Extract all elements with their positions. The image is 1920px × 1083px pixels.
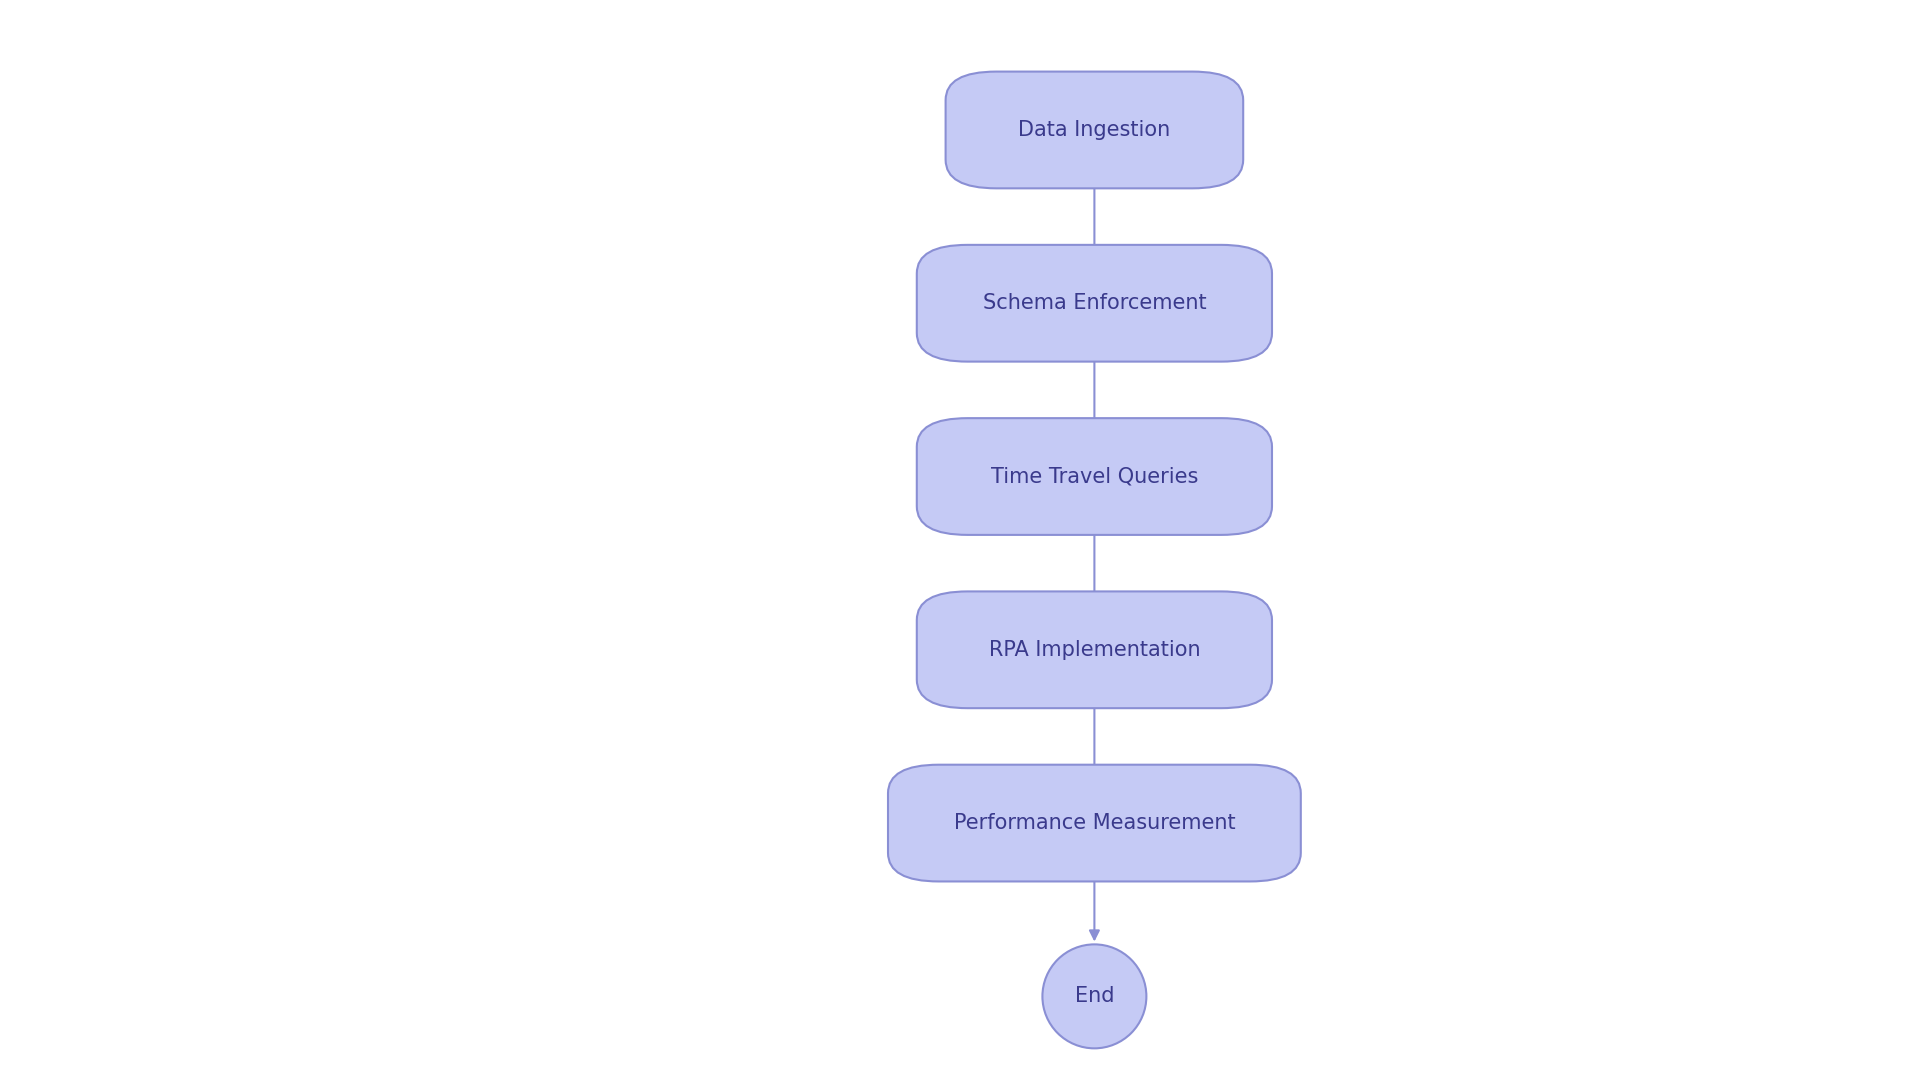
FancyBboxPatch shape [945, 71, 1242, 188]
Ellipse shape [1043, 944, 1146, 1048]
FancyBboxPatch shape [916, 245, 1271, 362]
Text: Schema Enforcement: Schema Enforcement [983, 293, 1206, 313]
Text: Data Ingestion: Data Ingestion [1018, 120, 1171, 140]
FancyBboxPatch shape [916, 418, 1271, 535]
Text: Performance Measurement: Performance Measurement [954, 813, 1235, 833]
FancyBboxPatch shape [916, 591, 1271, 708]
Text: RPA Implementation: RPA Implementation [989, 640, 1200, 660]
Text: Time Travel Queries: Time Travel Queries [991, 467, 1198, 486]
FancyBboxPatch shape [887, 765, 1302, 882]
Text: End: End [1075, 987, 1114, 1006]
